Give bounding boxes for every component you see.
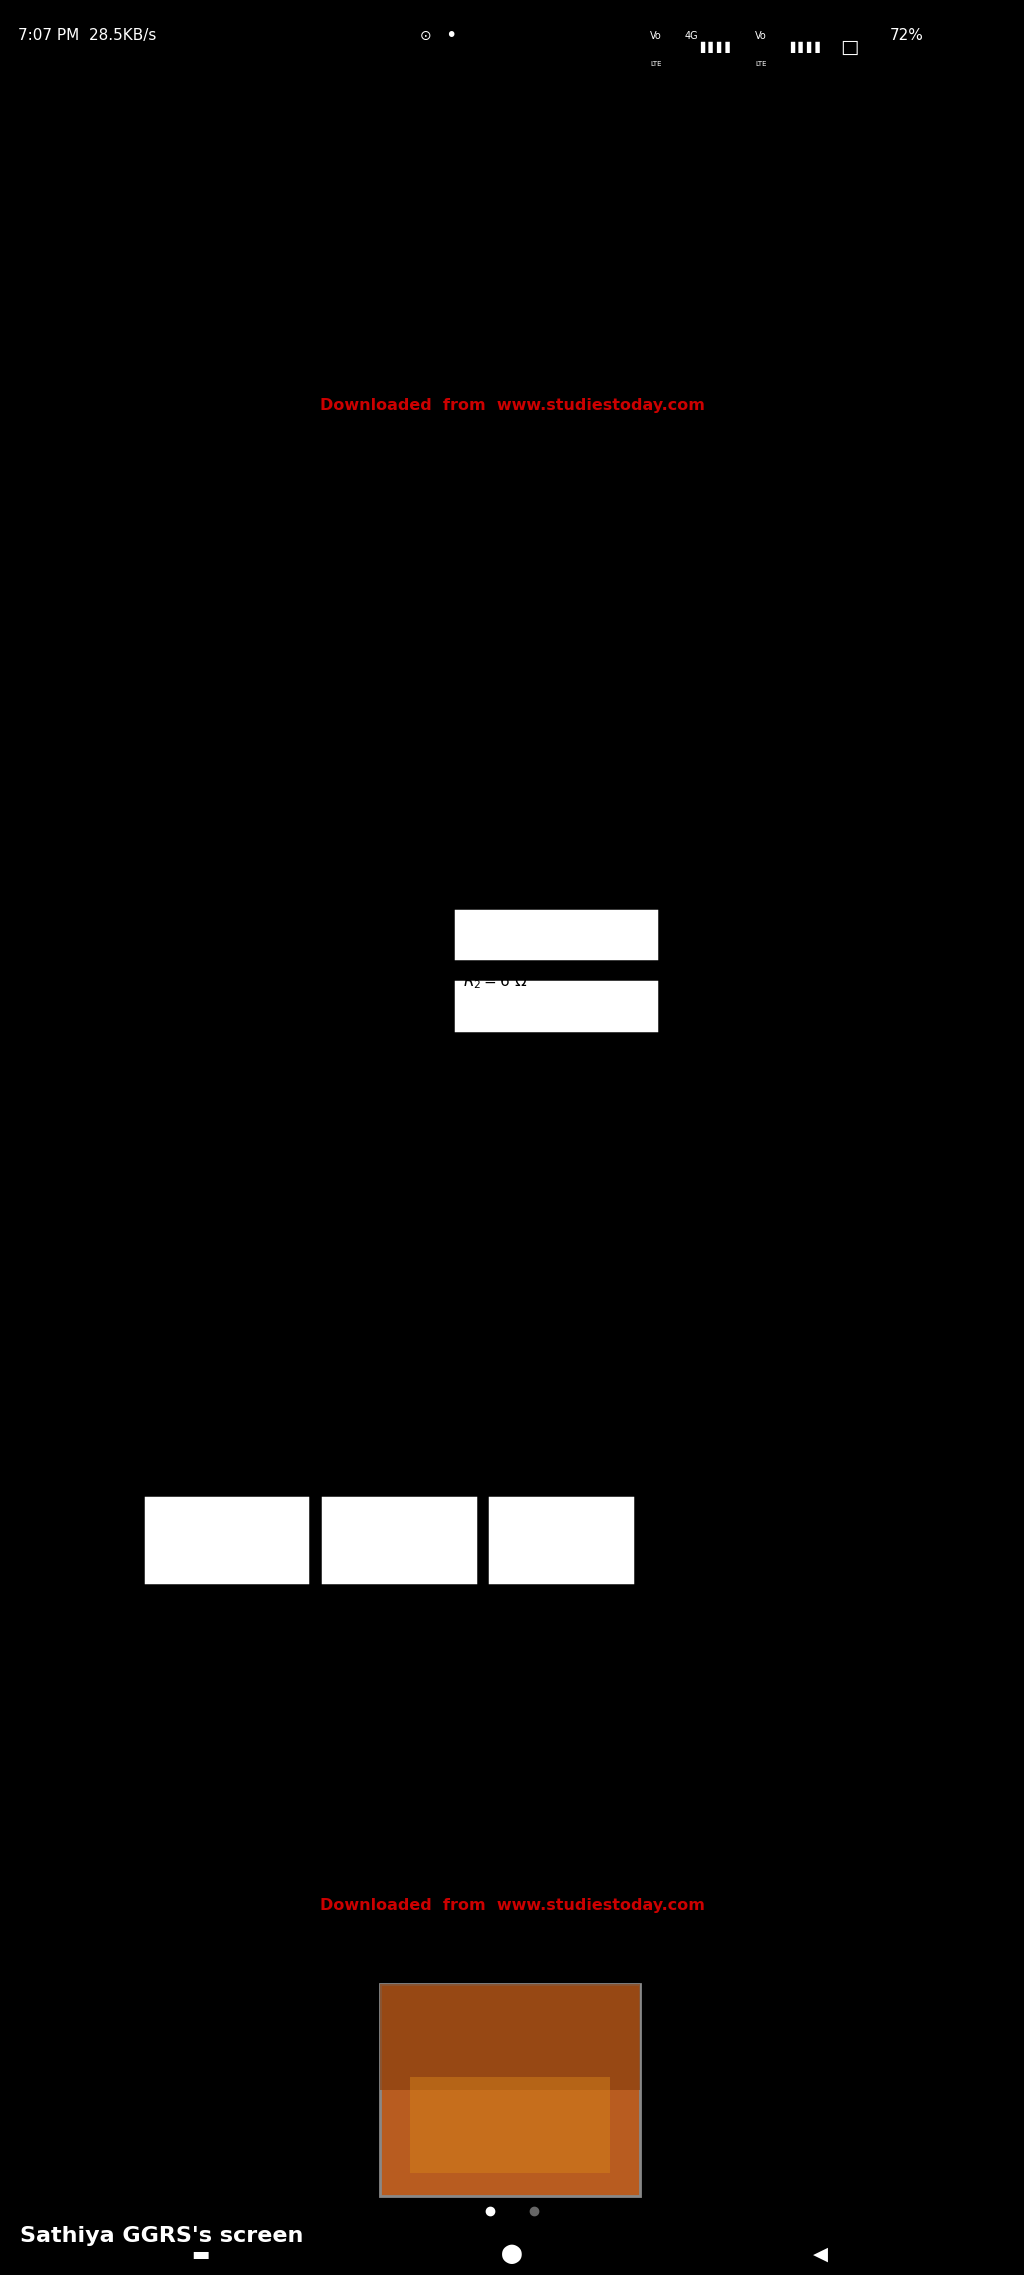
Text: ▌▌▌▌: ▌▌▌▌ <box>790 43 824 52</box>
Text: Downloaded  from  www.studiestoday.com: Downloaded from www.studiestoday.com <box>319 1897 705 1913</box>
Text: $I_3$: $I_3$ <box>217 1404 228 1420</box>
Text: connected in series. What is the total resistance?: connected in series. What is the total r… <box>40 1770 370 1781</box>
Bar <box>380 1984 640 2195</box>
Text: much energy is used?: much energy is used? <box>40 576 198 589</box>
Text: = 20Ω: = 20Ω <box>379 1627 419 1640</box>
Text: $I$: $I$ <box>823 1338 829 1351</box>
Text: $R_1$: $R_1$ <box>553 1590 569 1604</box>
Text: 72%: 72% <box>890 27 924 43</box>
Text: resistor, and (b) the p.d. across the 2Ω resistor. If the circuit is connected f: resistor, and (b) the p.d. across the 2Ω… <box>40 535 634 548</box>
Text: ▬: ▬ <box>190 2245 209 2264</box>
Text: ◀: ◀ <box>812 2245 827 2264</box>
Text: (b) current through the circuit (c) potential difference across the electric bul: (b) current through the circuit (c) pote… <box>40 2022 627 2034</box>
Bar <box>143 1495 310 1586</box>
Text: $I_1$: $I_1$ <box>591 1404 601 1420</box>
Text: 4G: 4G <box>685 32 698 41</box>
Text: Sathiya GGRS's screen: Sathiya GGRS's screen <box>20 2225 303 2245</box>
Text: $R_2$: $R_2$ <box>391 1590 407 1604</box>
Text: LTE: LTE <box>650 61 662 66</box>
Text: Downloaded  from  www.studiestoday.com: Downloaded from www.studiestoday.com <box>319 398 705 412</box>
Text: $R_2 = 6\ \Omega$: $R_2 = 6\ \Omega$ <box>463 971 527 992</box>
Text: 12Ω. How much current would flow through the 12Ω resistor?: 12Ω. How much current would flow through… <box>40 1875 444 1888</box>
Text: Vo: Vo <box>755 32 767 41</box>
Text: value of current I.: value of current I. <box>40 1333 171 1347</box>
Text: circuit. If one of the resistors has a resistance of 2Ω determine (a) the value : circuit. If one of the resistors has a r… <box>40 491 614 505</box>
Text: difference across the resistance wire.: difference across the resistance wire. <box>40 2063 295 2077</box>
Text: 10. Four resistances of 16Ω each are connected in parallel. Four such combinatio: 10. Four resistances of 16Ω each are con… <box>40 1727 588 1740</box>
Text: 3Ω resistor.: 3Ω resistor. <box>40 828 131 842</box>
Text: •: • <box>445 27 457 46</box>
Text: V: V <box>782 1533 792 1547</box>
Text: LTE: LTE <box>755 61 767 66</box>
Text: ▌▌▌▌: ▌▌▌▌ <box>700 43 734 52</box>
Text: 9.  For the circuit shown in below Figure, find (a) the value of the supply volt: 9. For the circuit shown in below Figure… <box>40 1292 628 1304</box>
Text: $I_2 = 3$ A: $I_2 = 3$ A <box>345 1408 395 1424</box>
Text: Prepared by: M. S. KumarSwamy, TGT(Maths): Prepared by: M. S. KumarSwamy, TGT(Maths… <box>40 2134 307 2148</box>
Text: ⊙: ⊙ <box>420 30 432 43</box>
Text: 11. A battery of 9 V is connected in series with resistors of 0.2Ω, 0.3Ω,0.4Ω,0.: 11. A battery of 9 V is connected in ser… <box>40 1831 572 1845</box>
Text: 7:07 PM  28.5KB/s: 7:07 PM 28.5KB/s <box>18 27 157 43</box>
Text: ⬤: ⬤ <box>501 2245 523 2264</box>
Text: = 10 Ω: = 10 Ω <box>539 1627 584 1640</box>
Bar <box>453 978 659 1033</box>
Text: 7.  Given four 1   resistors, state how they must be connected to give an overal: 7. Given four 1 resistors, state how the… <box>40 639 625 653</box>
Text: □: □ <box>840 39 858 57</box>
Text: 8.  Two resistors, of resistance 3Ω and 6Ω, are connected in parallel across a b: 8. Two resistors, of resistance 3Ω and 6… <box>40 744 628 758</box>
Bar <box>321 1495 477 1586</box>
Text: 6.  Two resistors are connected in series across a 24 V supply and a current of : 6. Two resistors are connected in series… <box>40 450 630 464</box>
Text: with a 6V battery. Draw the circuit diagram and calculate: (a) total resistance : with a 6V battery. Draw the circuit diag… <box>40 1979 630 1993</box>
Bar <box>487 1495 635 1586</box>
Text: (a) ¼Ω  (b) 1Ω  (c) 1⅓Ω  (d) 2½Ω, all four resistors being connected in each cas: (a) ¼Ω (b) 1Ω (c) 1⅓Ω (d) 2½Ω, all four … <box>40 682 573 694</box>
Text: $I_1$: $I_1$ <box>421 849 433 867</box>
Text: Page - 17 -: Page - 17 - <box>921 2134 984 2148</box>
Text: voltage of 12 V. Determine (a) the total circuit resistance and (b) the current : voltage of 12 V. Determine (a) the total… <box>40 787 630 801</box>
Text: Vo: Vo <box>650 32 662 41</box>
Text: 12 V: 12 V <box>525 1242 557 1258</box>
Text: $R_1 = 3\ \Omega$: $R_1 = 3\ \Omega$ <box>463 844 527 862</box>
Text: = 60 Ω: = 60 Ω <box>205 1627 249 1640</box>
Bar <box>380 1984 640 2091</box>
Bar <box>410 2077 610 2173</box>
Text: 12. An electric bulb of resistance 20Ω and a resistance wire of 4Ω are connected: 12. An electric bulb of resistance 20Ω a… <box>40 1938 602 1950</box>
Text: $R_3$: $R_3$ <box>219 1590 236 1604</box>
Bar <box>453 908 659 960</box>
